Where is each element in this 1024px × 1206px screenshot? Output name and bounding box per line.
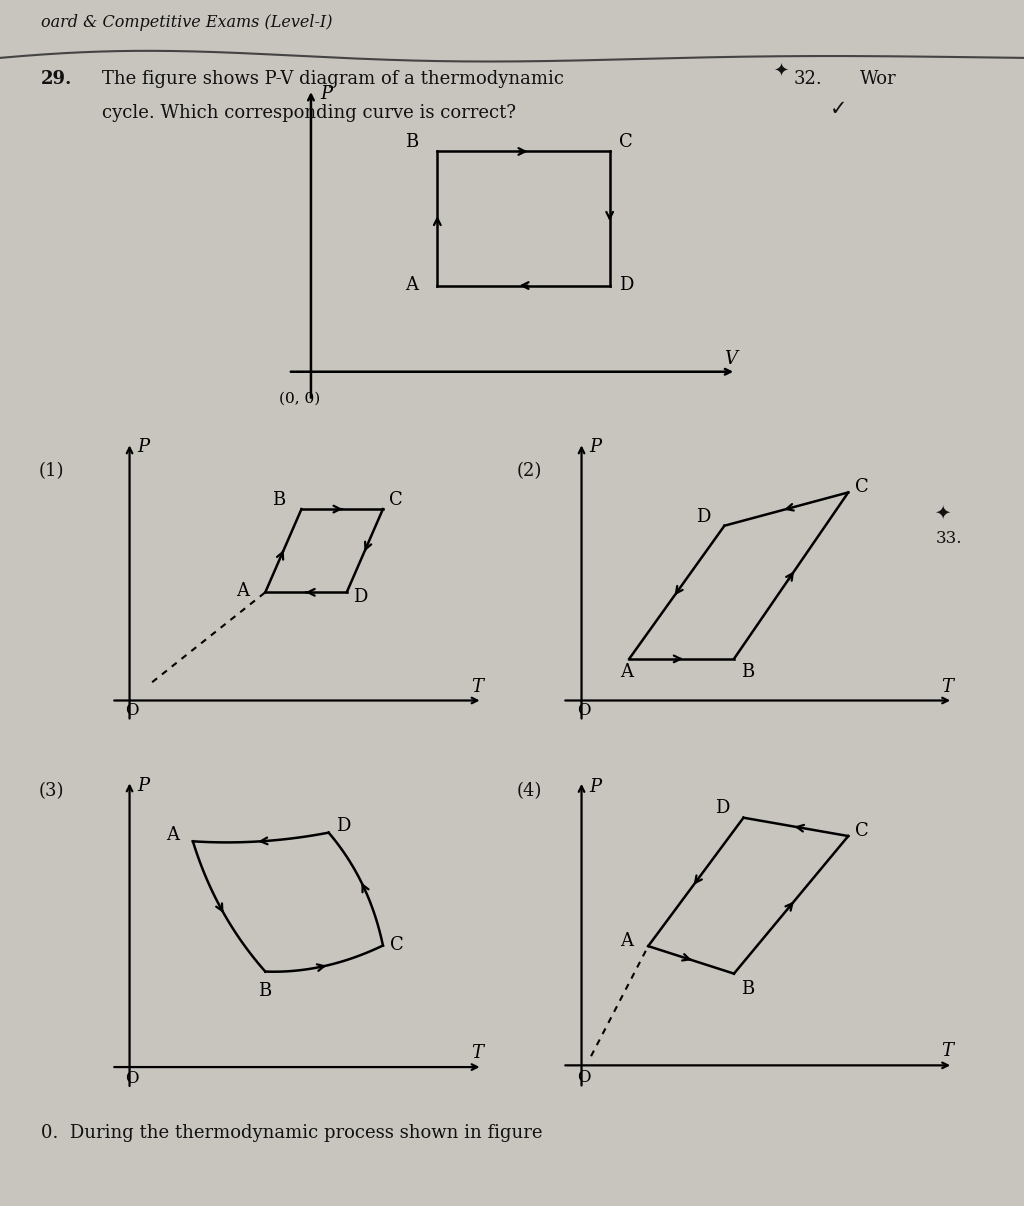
Text: (4): (4) <box>517 781 543 800</box>
Text: cycle. Which corresponding curve is correct?: cycle. Which corresponding curve is corr… <box>102 104 516 122</box>
Text: T: T <box>472 1044 483 1062</box>
Text: D: D <box>715 800 729 818</box>
Text: Wor: Wor <box>860 70 897 88</box>
Text: B: B <box>272 491 286 509</box>
Text: T: T <box>942 1042 953 1060</box>
Text: P: P <box>589 778 601 796</box>
Text: P: P <box>137 439 148 456</box>
Text: (1): (1) <box>39 462 65 480</box>
Text: D: D <box>353 589 368 607</box>
Text: B: B <box>406 133 419 151</box>
Text: T: T <box>472 678 483 696</box>
Text: A: A <box>620 932 633 950</box>
Text: C: C <box>855 479 868 497</box>
Text: P: P <box>589 439 601 456</box>
Text: oard & Competitive Exams (Level-I): oard & Competitive Exams (Level-I) <box>41 14 333 31</box>
Text: B: B <box>740 663 754 681</box>
Text: O: O <box>125 702 138 720</box>
Text: B: B <box>740 979 754 997</box>
Text: O: O <box>577 702 590 720</box>
Text: A: A <box>406 276 418 294</box>
Text: C: C <box>855 822 868 841</box>
Text: 32.: 32. <box>794 70 822 88</box>
Text: The figure shows P-V diagram of a thermodynamic: The figure shows P-V diagram of a thermo… <box>102 70 564 88</box>
Text: C: C <box>618 133 633 151</box>
Text: (3): (3) <box>39 781 65 800</box>
Text: A: A <box>166 826 179 843</box>
Text: D: D <box>336 816 350 835</box>
Text: 0.  During the thermodynamic process shown in figure: 0. During the thermodynamic process show… <box>41 1124 543 1142</box>
Text: (0, 0): (0, 0) <box>279 392 321 405</box>
Text: A: A <box>237 582 249 601</box>
Text: 33.: 33. <box>936 529 963 546</box>
Text: O: O <box>125 1070 138 1087</box>
Text: D: D <box>696 508 711 526</box>
Text: D: D <box>618 276 633 294</box>
Text: ✓: ✓ <box>829 99 847 119</box>
Text: ✦: ✦ <box>773 63 788 81</box>
Text: A: A <box>620 663 633 681</box>
Text: V: V <box>725 350 737 368</box>
Text: C: C <box>389 491 403 509</box>
Text: (2): (2) <box>517 462 543 480</box>
Text: O: O <box>577 1069 590 1085</box>
Text: P: P <box>137 777 148 795</box>
Text: C: C <box>390 936 403 954</box>
Text: B: B <box>258 982 271 1000</box>
Text: P: P <box>321 84 332 103</box>
Text: ✦: ✦ <box>934 504 950 522</box>
Text: T: T <box>942 678 953 696</box>
Text: 29.: 29. <box>41 70 73 88</box>
